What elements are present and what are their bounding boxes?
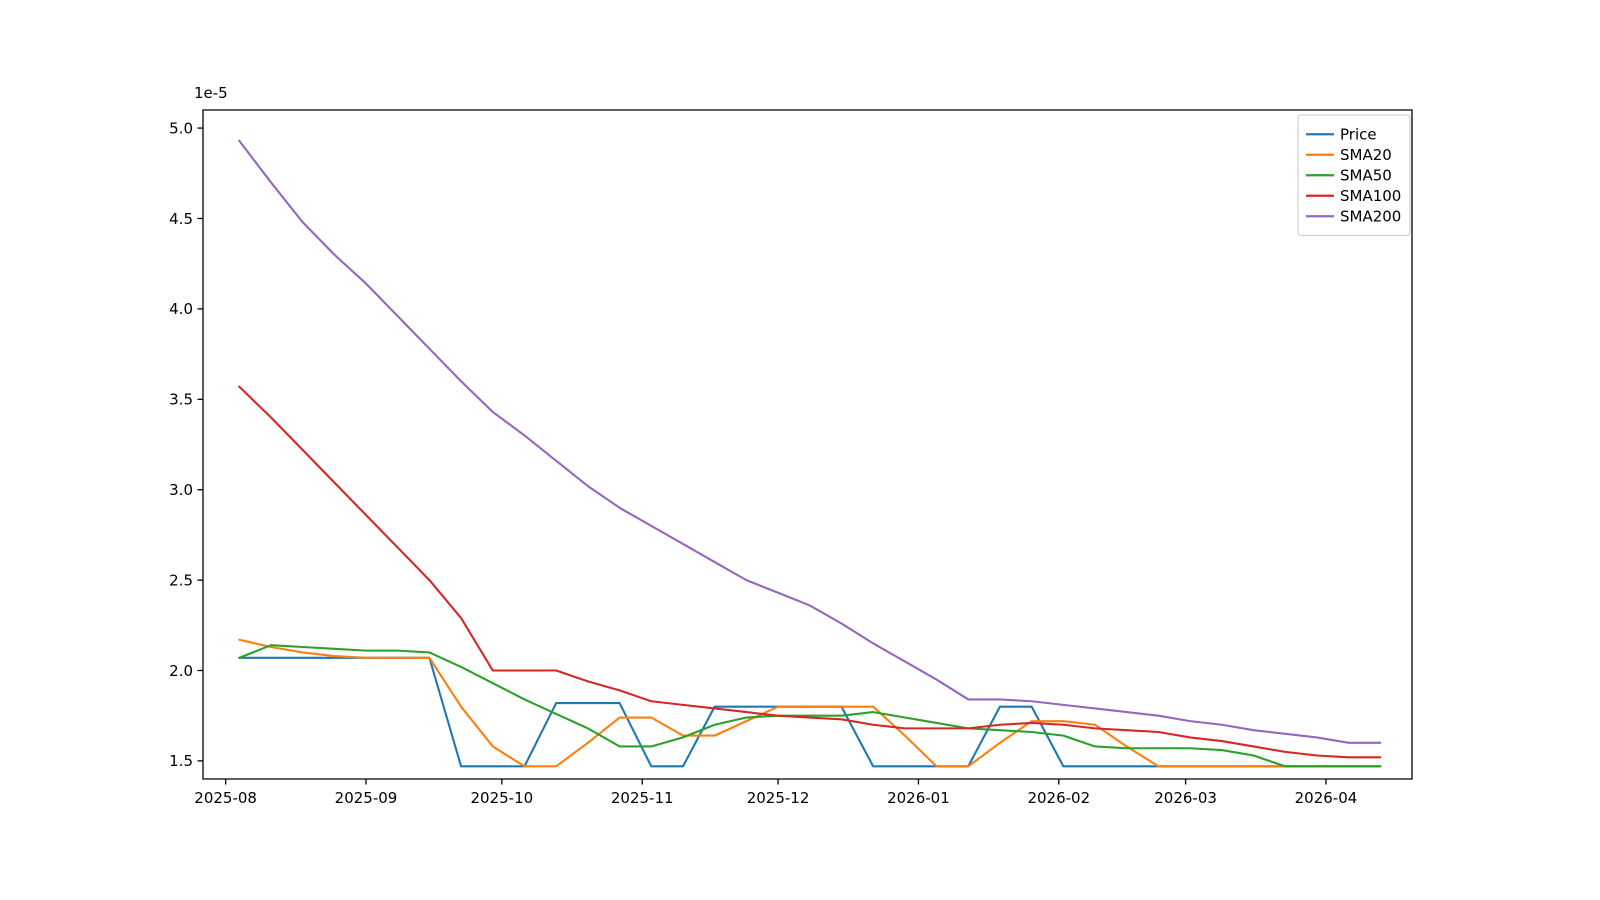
legend-label-sma20: SMA20 bbox=[1340, 146, 1392, 164]
x-tick-label: 2026-04 bbox=[1295, 789, 1358, 807]
legend-label-sma200: SMA200 bbox=[1340, 207, 1401, 225]
x-tick-label: 2026-02 bbox=[1027, 789, 1090, 807]
series-line-sma200 bbox=[238, 139, 1382, 744]
legend-label-price: Price bbox=[1340, 125, 1377, 143]
y-tick-label: 2.0 bbox=[169, 662, 193, 680]
y-tick-label: 4.0 bbox=[169, 300, 193, 318]
y-tick-label: 1.5 bbox=[169, 752, 193, 770]
series-line-sma100 bbox=[238, 385, 1382, 759]
legend-label-sma50: SMA50 bbox=[1340, 166, 1392, 184]
y-tick-label: 3.0 bbox=[169, 481, 193, 499]
y-tick-label: 4.5 bbox=[169, 210, 193, 228]
legend-layer: Price SMA20 SMA50 SMA100 SMA200 bbox=[1297, 114, 1411, 237]
x-tick-label: 2025-11 bbox=[611, 789, 674, 807]
legend-box bbox=[1297, 114, 1411, 237]
y-tick-label: 3.5 bbox=[169, 391, 193, 409]
x-tick-label: 2026-01 bbox=[887, 789, 950, 807]
x-tick-label: 2025-09 bbox=[335, 789, 398, 807]
series-layer bbox=[238, 139, 1382, 768]
series-line-sma20 bbox=[238, 638, 1382, 768]
plot-frame bbox=[202, 109, 1413, 780]
x-tick-label: 2025-10 bbox=[471, 789, 534, 807]
x-tick-label: 2025-12 bbox=[747, 789, 810, 807]
y-tick-label: 2.5 bbox=[169, 571, 193, 589]
x-tick-label: 2026-03 bbox=[1154, 789, 1217, 807]
y-axis-offset-label: 1e-5 bbox=[194, 84, 228, 102]
series-line-sma50 bbox=[238, 644, 1382, 768]
legend-label-sma100: SMA100 bbox=[1340, 187, 1401, 205]
axes-layer: 1.5 2.0 2.5 3.0 3.5 4.0 4.5 5.01e-5 2025-08 2025-… bbox=[169, 84, 1413, 807]
x-tick-label: 2025-08 bbox=[194, 789, 257, 807]
y-tick-label: 5.0 bbox=[169, 119, 193, 137]
